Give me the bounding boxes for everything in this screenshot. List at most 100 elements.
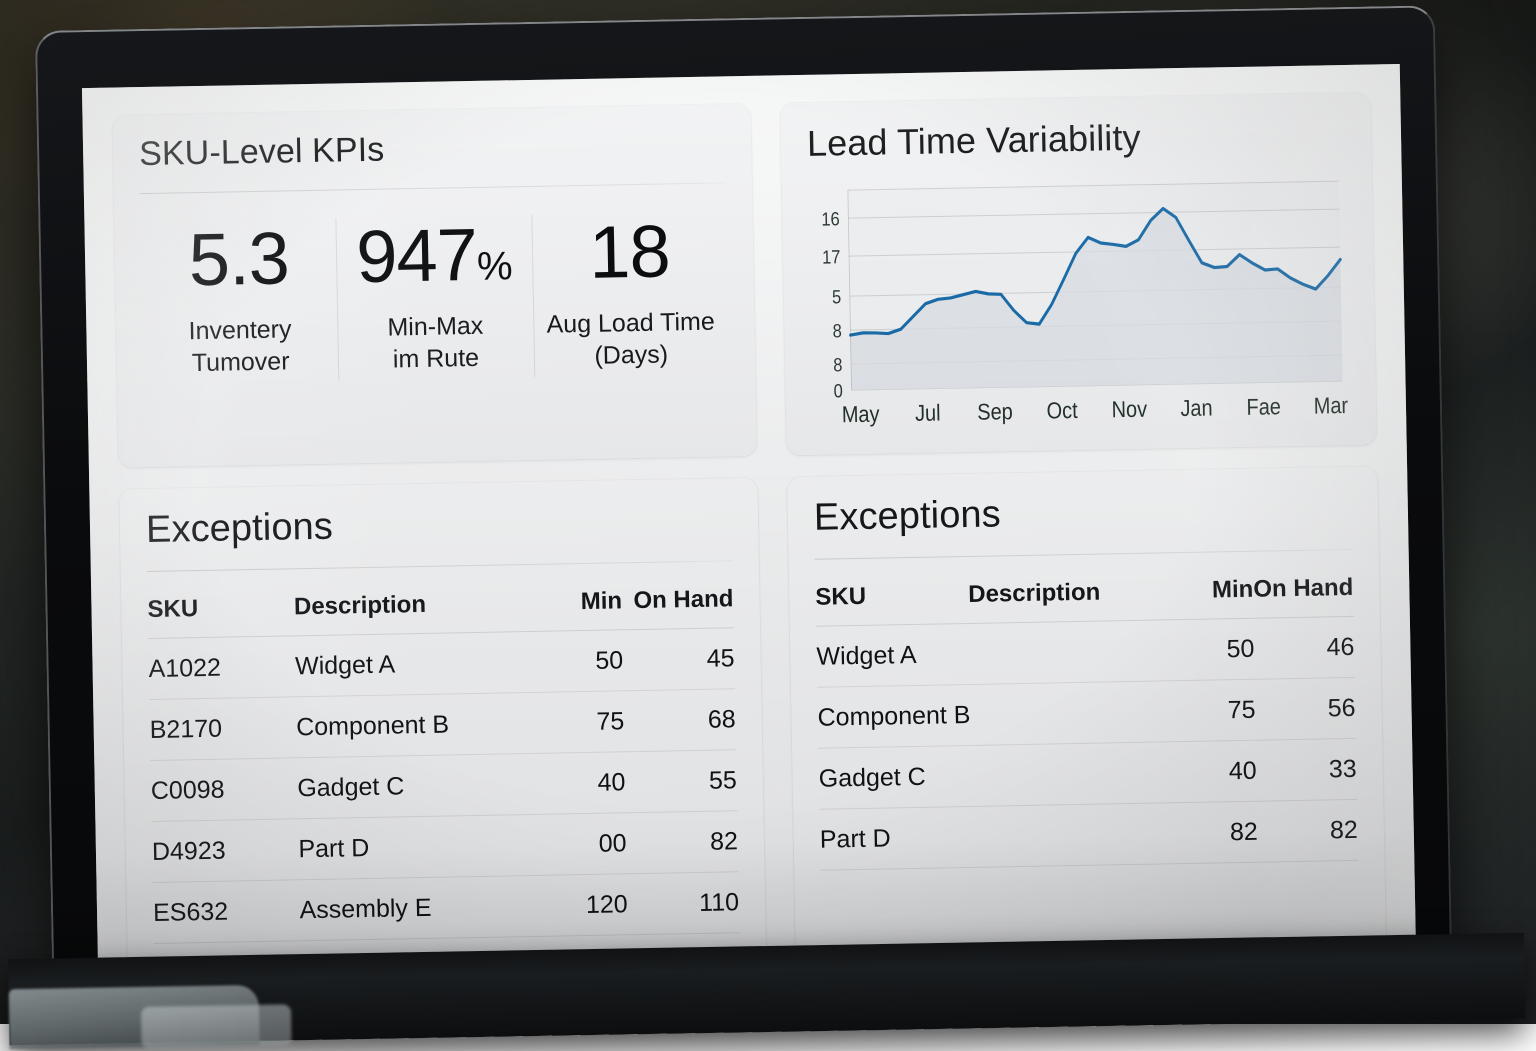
kpi-label-line2: (Days) bbox=[539, 337, 723, 372]
cell-min: 00 bbox=[532, 813, 627, 876]
laptop-screen: SKU-Level KPIs 5.3 Inventery Tumover 947… bbox=[82, 64, 1416, 960]
kpi-label: Min-Max im Rute bbox=[343, 309, 527, 376]
column-header-min[interactable]: Min bbox=[528, 567, 623, 631]
kpi-label-line1: Aug Load Time bbox=[539, 305, 723, 340]
cell-sku: Widget A bbox=[816, 623, 970, 687]
chart-y-tick-label: 8 bbox=[833, 354, 843, 376]
laptop-device: SKU-Level KPIs 5.3 Inventery Tumover 947… bbox=[35, 5, 1452, 970]
cell-on-hand: 45 bbox=[623, 628, 735, 691]
column-header-min[interactable]: Min bbox=[1162, 556, 1254, 620]
cell-description: Part D bbox=[298, 814, 533, 879]
chart-x-tick-label: Mar bbox=[1313, 392, 1348, 418]
chart-card-title: Lead Time Variability bbox=[807, 115, 1346, 163]
cell-on-hand: 82 bbox=[1257, 799, 1358, 862]
chart-y-tick-label: 8 bbox=[832, 320, 842, 342]
cell-min: 75 bbox=[1164, 679, 1256, 742]
cell-sku: Part D bbox=[819, 806, 973, 870]
kpi-metric-inventory-turnover[interactable]: 5.3 Inventery Tumover bbox=[140, 216, 338, 388]
cell-min: 50 bbox=[1163, 618, 1255, 681]
kpi-label: Inventery Tumover bbox=[148, 312, 332, 379]
cell-min: 50 bbox=[529, 630, 624, 693]
dashboard-page: SKU-Level KPIs 5.3 Inventery Tumover 947… bbox=[82, 64, 1416, 960]
exceptions-card-right: Exceptions SKU Description Min On Hand W… bbox=[787, 466, 1386, 960]
cell-description bbox=[969, 620, 1164, 685]
cell-min: 75 bbox=[530, 691, 625, 754]
column-header-description[interactable]: Description bbox=[293, 569, 528, 636]
cell-description: Widget A bbox=[295, 631, 530, 696]
chart-y-tick-label: 0 bbox=[833, 380, 843, 402]
chart-y-tick-label: 17 bbox=[822, 246, 841, 268]
column-header-sku[interactable]: SKU bbox=[147, 573, 295, 638]
column-header-sku[interactable]: SKU bbox=[815, 561, 969, 626]
cell-sku: B2170 bbox=[149, 697, 297, 761]
column-header-on-hand[interactable]: On Hand bbox=[1253, 554, 1354, 618]
chart-y-tick-label: 5 bbox=[832, 286, 842, 308]
cell-sku: A1022 bbox=[148, 636, 296, 700]
chart-x-tick-label: Oct bbox=[1046, 397, 1078, 423]
table-head: SKU Description Min On Hand bbox=[147, 565, 734, 638]
kpi-label-line2: im Rute bbox=[344, 341, 528, 376]
kpi-metric-avg-load-time[interactable]: 18 Aug Load Time (Days) bbox=[531, 209, 729, 381]
table-header-row: SKU Description Min On Hand bbox=[147, 565, 734, 638]
kpi-metric-row: 5.3 Inventery Tumover 947% Min-Max im Ru… bbox=[140, 209, 729, 388]
cell-on-hand: 33 bbox=[1256, 738, 1357, 801]
exceptions-right-title: Exceptions bbox=[814, 489, 1353, 539]
chart-x-tick-label: May bbox=[842, 401, 880, 427]
cell-description bbox=[971, 742, 1166, 807]
kpi-label-line1: Inventery bbox=[148, 312, 332, 347]
kpi-label-line1: Min-Max bbox=[343, 309, 527, 344]
exceptions-left-title: Exceptions bbox=[146, 500, 733, 551]
cell-on-hand: 56 bbox=[1255, 677, 1356, 740]
table-header-row: SKU Description Min On Hand bbox=[815, 554, 1354, 626]
cell-on-hand: 55 bbox=[625, 750, 737, 813]
table-head: SKU Description Min On Hand bbox=[815, 554, 1354, 626]
cell-description bbox=[972, 803, 1167, 868]
cell-on-hand: 46 bbox=[1254, 616, 1355, 679]
cell-sku: ES632 bbox=[153, 880, 301, 944]
kpi-label: Aug Load Time (Days) bbox=[539, 305, 723, 372]
column-header-description[interactable]: Description bbox=[968, 557, 1163, 623]
cell-on-hand: 110 bbox=[627, 872, 739, 935]
chart-x-tick-label: Jan bbox=[1180, 395, 1213, 421]
column-header-on-hand[interactable]: On Hand bbox=[621, 565, 733, 630]
cell-sku: C0098 bbox=[150, 758, 298, 822]
kpi-value: 947% bbox=[342, 217, 527, 294]
kpi-label-line2: Tumover bbox=[149, 344, 333, 379]
cell-sku: Gadget C bbox=[818, 745, 972, 809]
chart-x-tick-label: Nov bbox=[1111, 396, 1147, 422]
kpi-value: 18 bbox=[537, 213, 722, 290]
chart-x-tick-label: Fae bbox=[1246, 394, 1281, 420]
chart-x-tick-label: Sep bbox=[977, 399, 1013, 425]
kpi-metric-min-max[interactable]: 947% Min-Max im Rute bbox=[336, 213, 534, 385]
chart-y-tick-label: 16 bbox=[821, 208, 840, 230]
cell-on-hand: 82 bbox=[626, 811, 738, 874]
cell-sku: Component B bbox=[817, 684, 971, 748]
cell-description: Assembly E bbox=[299, 875, 534, 940]
exceptions-card-left: Exceptions SKU Description Min On Hand A… bbox=[119, 478, 766, 960]
cell-description bbox=[970, 681, 1165, 746]
cell-on-hand: 68 bbox=[624, 689, 736, 752]
chart-x-tick-label: Jul bbox=[915, 400, 941, 426]
sku-level-kpis-card: SKU-Level KPIs 5.3 Inventery Tumover 947… bbox=[112, 104, 756, 468]
cell-min: 40 bbox=[1165, 740, 1257, 803]
cell-description: Component B bbox=[296, 692, 531, 757]
cell-description: Gadget C bbox=[297, 753, 532, 818]
cell-min: 82 bbox=[1166, 801, 1258, 864]
cell-min: 40 bbox=[531, 752, 626, 815]
